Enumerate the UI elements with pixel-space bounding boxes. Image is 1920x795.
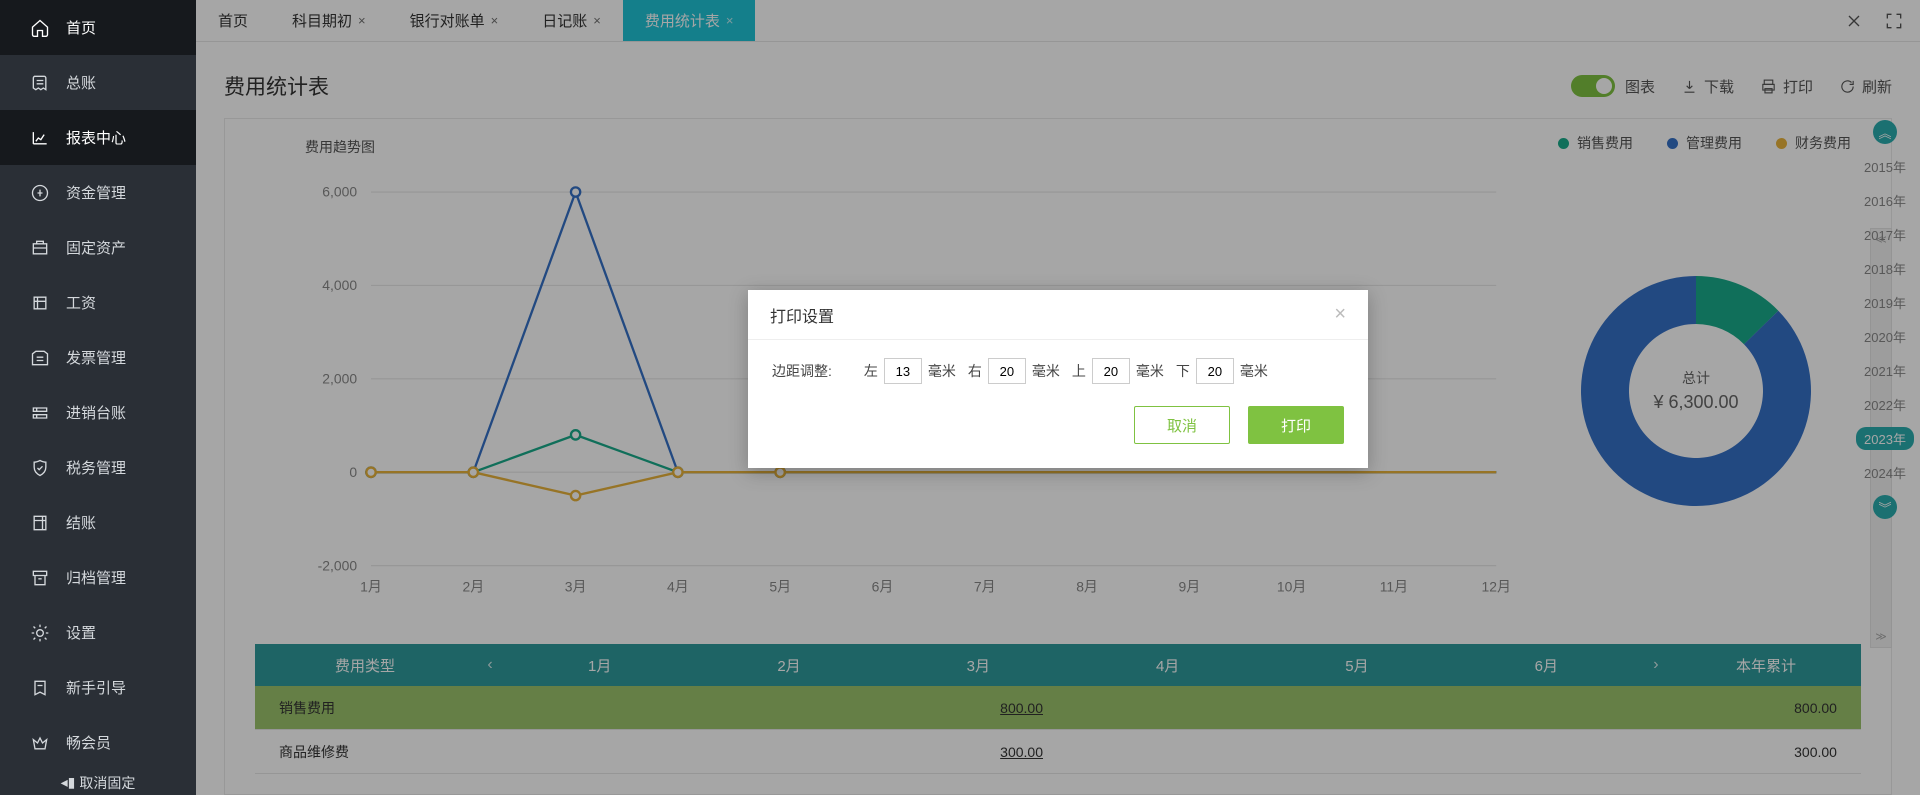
sidebar-item-label: 首页 — [66, 17, 96, 38]
cancel-button[interactable]: 取消 — [1134, 406, 1230, 444]
margin-side-label: 下 — [1176, 361, 1190, 381]
margin-unit: 毫米 — [928, 361, 956, 381]
margin-input-左[interactable] — [884, 358, 922, 384]
invoice-icon — [28, 346, 52, 370]
sidebar-item-invoice[interactable]: 发票管理 — [0, 330, 196, 385]
margin-label: 边距调整: — [772, 361, 832, 381]
sidebar-item-label: 固定资产 — [66, 237, 126, 258]
margin-input-上[interactable] — [1092, 358, 1130, 384]
sidebar-item-tax[interactable]: 税务管理 — [0, 440, 196, 495]
sidebar-item-label: 结账 — [66, 512, 96, 533]
sidebar-item-ledger[interactable]: 总账 — [0, 55, 196, 110]
sidebar-item-vip[interactable]: 畅会员 — [0, 715, 196, 770]
main: 首页科目期初×银行对账单×日记账×费用统计表× 费用统计表 图表 — [196, 0, 1920, 795]
settings-icon — [28, 621, 52, 645]
confirm-print-button[interactable]: 打印 — [1248, 406, 1344, 444]
sidebar-item-label: 工资 — [66, 292, 96, 313]
print-settings-modal: 打印设置 × 边距调整: 左 毫米右 毫米上 毫米下 毫米 取消 打印 — [748, 290, 1368, 468]
sidebar-item-label: 报表中心 — [66, 127, 126, 148]
ledger-icon — [28, 71, 52, 95]
close-period-icon — [28, 511, 52, 535]
home-icon — [28, 16, 52, 40]
sidebar-item-label: 进销台账 — [66, 402, 126, 423]
sidebar-item-archive[interactable]: 归档管理 — [0, 550, 196, 605]
sidebar-item-label: 新手引导 — [66, 677, 126, 698]
sidebar-item-close-period[interactable]: 结账 — [0, 495, 196, 550]
sidebar: 首页总账报表中心资金管理固定资产工资发票管理进销台账税务管理结账归档管理设置新手… — [0, 0, 196, 795]
sidebar-item-chart[interactable]: 报表中心 — [0, 110, 196, 165]
sidebar-item-label: 发票管理 — [66, 347, 126, 368]
sidebar-item-guide[interactable]: 新手引导 — [0, 660, 196, 715]
sidebar-item-settings[interactable]: 设置 — [0, 605, 196, 660]
sidebar-item-salary[interactable]: 工资 — [0, 275, 196, 330]
modal-title: 打印设置 — [770, 303, 834, 327]
tax-icon — [28, 456, 52, 480]
sidebar-item-label: 税务管理 — [66, 457, 126, 478]
sidebar-item-label: 资金管理 — [66, 182, 126, 203]
margin-input-下[interactable] — [1196, 358, 1234, 384]
sidebar-item-label: 设置 — [66, 622, 96, 643]
margin-unit: 毫米 — [1240, 361, 1268, 381]
sidebar-unpin[interactable]: ◂▮取消固定 — [0, 770, 196, 795]
assets-icon — [28, 236, 52, 260]
margin-side-label: 左 — [864, 361, 878, 381]
sidebar-item-label: 总账 — [66, 72, 96, 93]
margin-input-右[interactable] — [988, 358, 1026, 384]
funds-icon — [28, 181, 52, 205]
margin-side-label: 右 — [968, 361, 982, 381]
modal-overlay[interactable]: 打印设置 × 边距调整: 左 毫米右 毫米上 毫米下 毫米 取消 打印 — [196, 0, 1920, 795]
archive-icon — [28, 566, 52, 590]
guide-icon — [28, 676, 52, 700]
margin-unit: 毫米 — [1136, 361, 1164, 381]
sidebar-item-stock[interactable]: 进销台账 — [0, 385, 196, 440]
sidebar-item-label: 归档管理 — [66, 567, 126, 588]
sidebar-item-home[interactable]: 首页 — [0, 0, 196, 55]
close-icon[interactable]: × — [1334, 303, 1346, 326]
sidebar-item-assets[interactable]: 固定资产 — [0, 220, 196, 275]
sidebar-item-funds[interactable]: 资金管理 — [0, 165, 196, 220]
vip-icon — [28, 731, 52, 755]
margin-side-label: 上 — [1072, 361, 1086, 381]
stock-icon — [28, 401, 52, 425]
chart-icon — [28, 126, 52, 150]
sidebar-item-label: 畅会员 — [66, 732, 111, 753]
margin-unit: 毫米 — [1032, 361, 1060, 381]
salary-icon — [28, 291, 52, 315]
